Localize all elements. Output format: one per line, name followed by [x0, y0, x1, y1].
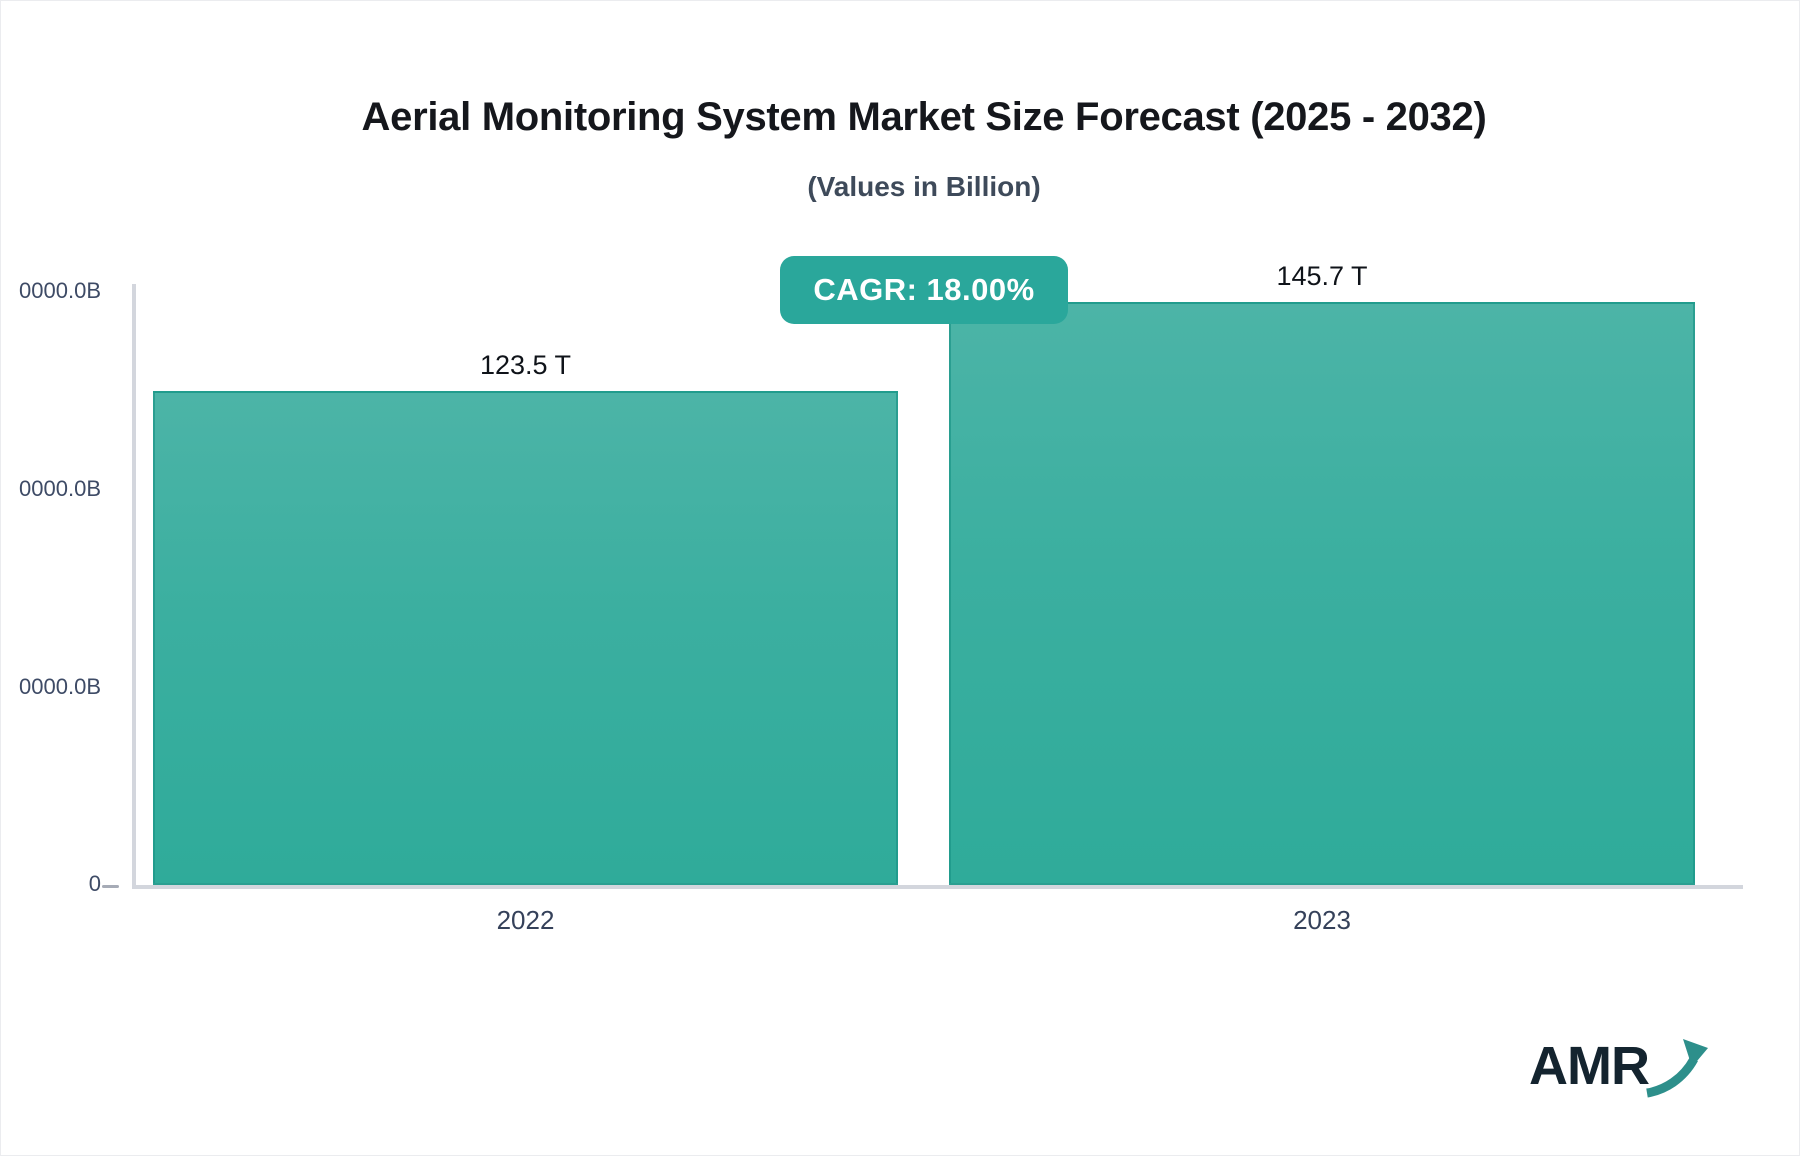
bar-group-2022: 123.5 T: [153, 350, 898, 885]
growth-arrow-icon: [1646, 1039, 1708, 1098]
bar-group-2023: 145.7 T: [949, 261, 1695, 885]
chart-subtitle: (Values in Billion): [807, 171, 1041, 202]
y-tick-label-50000: 0000.0B: [19, 674, 101, 699]
y-tick-label-150000: 0000.0B: [19, 278, 101, 303]
x-axis-line: [132, 885, 1743, 889]
amr-logo-text: AMR: [1529, 1036, 1650, 1096]
y-axis-line: [132, 284, 136, 889]
bar-value-label: 145.7 T: [1276, 261, 1368, 291]
bar: [949, 302, 1695, 885]
bar-value-label: 123.5 T: [479, 350, 572, 380]
x-tick-label-2023: 2023: [1293, 905, 1351, 935]
y-tick-label-zero: 0: [88, 871, 101, 896]
cagr-badge: CAGR: 18.00%: [780, 256, 1068, 324]
y-tick-mark-zero: [102, 885, 119, 888]
chart-title: Aerial Monitoring System Market Size For…: [361, 95, 1487, 139]
x-tick-label-2022: 2022: [496, 905, 555, 935]
bar: [153, 391, 898, 885]
y-tick-label-100000: 0000.0B: [19, 476, 101, 501]
amr-logo: AMR: [1529, 1036, 1709, 1101]
